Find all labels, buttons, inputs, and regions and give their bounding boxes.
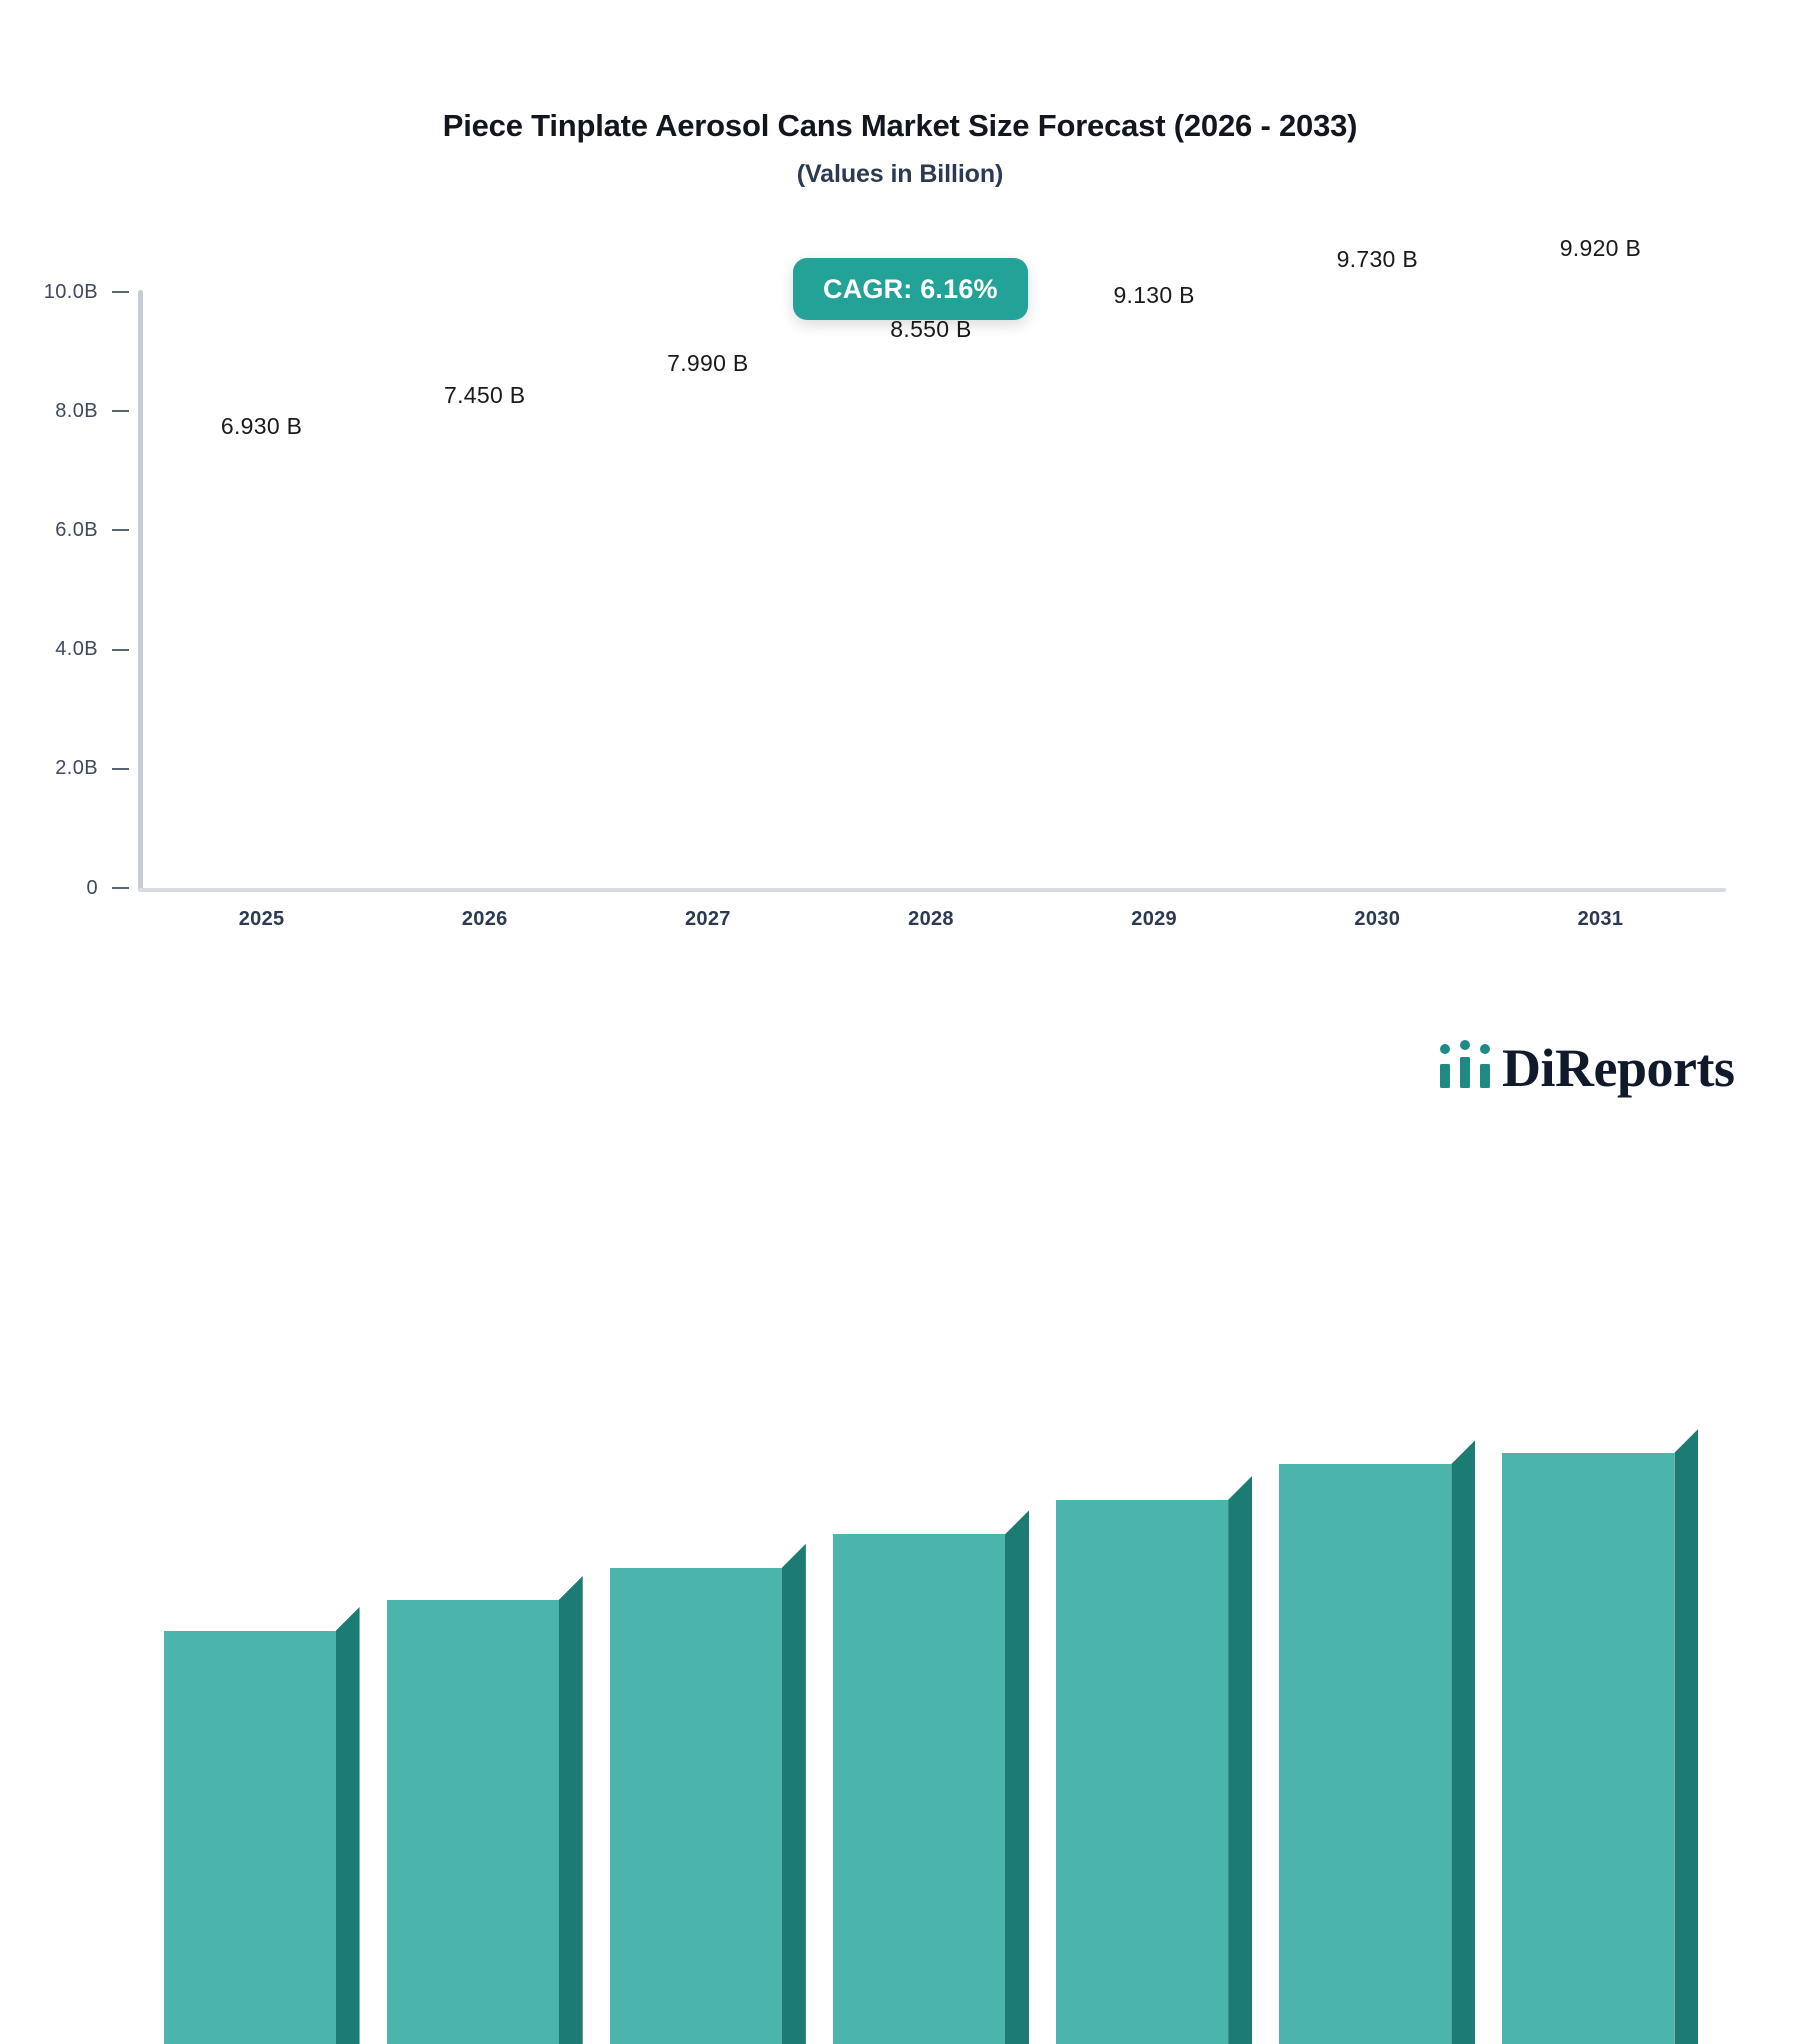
- logo-wordmark: DiReports: [1502, 1037, 1735, 1098]
- bar-value-label: 7.990 B: [667, 349, 749, 376]
- y-axis-tick-mark: [112, 648, 129, 651]
- x-axis-label: 2028: [908, 908, 954, 930]
- bar-front-face: [1502, 1452, 1675, 2044]
- brand-logo: DiReports: [1438, 1037, 1735, 1098]
- bar-value-label: 7.450 B: [444, 381, 526, 408]
- cagr-badge: CAGR: 6.16%: [793, 258, 1028, 320]
- bars-layer: 6.930 B 7.450 B 7.990 B 8.550 B 9.130 B 9.730…: [163, 234, 1699, 2044]
- y-axis-tick-mark: [112, 291, 129, 293]
- y-axis-tick-label: 10.0B: [43, 280, 98, 303]
- y-axis-tick: 10.0B: [0, 280, 138, 303]
- y-axis-tick-mark: [112, 887, 129, 889]
- bar-side-face: [1005, 1510, 1029, 2044]
- y-axis-tick-mark: [112, 410, 129, 413]
- bar-value-label: 9.130 B: [1113, 281, 1195, 308]
- bar-front-face: [1279, 1464, 1452, 2044]
- bar-value-label: 8.550 B: [890, 316, 972, 343]
- x-axis-label: 2031: [1577, 908, 1624, 930]
- bar-front-face: [1056, 1499, 1229, 2044]
- chart-title: Piece Tinplate Aerosol Cans Market Size …: [442, 108, 1358, 143]
- y-axis-tick-label: 6.0B: [55, 518, 98, 541]
- y-axis-tick-label: 2.0B: [55, 757, 98, 780]
- x-axis-spine: [138, 888, 1726, 892]
- y-axis-tick-label: 4.0B: [55, 638, 98, 661]
- bar-side-face: [1674, 1428, 1699, 2044]
- bar-side-face: [781, 1543, 806, 2044]
- title-block: Piece Tinplate Aerosol Cans Market Size …: [0, 108, 1800, 189]
- y-axis-tick-mark: [112, 529, 129, 532]
- plot-area: 10.0B 8.0B 6.0B 4.0B 2.0B 0 6.930 B 7.450 B 7.9…: [0, 234, 1726, 2044]
- bar-value-label: 6.930 B: [220, 412, 303, 439]
- x-axis-label: 2027: [685, 908, 731, 930]
- bar-chart-icon: [1438, 1040, 1494, 1095]
- bar-front-face: [609, 1567, 782, 2044]
- y-axis-tick: 2.0B: [0, 757, 138, 780]
- x-axis-label: 2029: [1131, 908, 1177, 930]
- bar-value-label: 9.920 B: [1559, 234, 1642, 261]
- y-axis-tick-label: 8.0B: [55, 399, 98, 422]
- bar-side-face: [1228, 1475, 1253, 2044]
- bar-value-label: 9.730 B: [1336, 246, 1418, 273]
- bar-front-face: [386, 1599, 559, 2044]
- y-axis-tick: 4.0B: [0, 638, 138, 661]
- y-axis-tick: 0: [0, 876, 138, 899]
- bar-side-face: [1451, 1440, 1476, 2044]
- y-axis-tick-label: 0: [86, 876, 98, 899]
- chart-subtitle: (Values in Billion): [796, 159, 1004, 188]
- x-axis-label: 2025: [238, 908, 285, 930]
- bar-side-face: [558, 1575, 583, 2044]
- y-axis-tick: 8.0B: [0, 399, 138, 422]
- bar-side-face: [335, 1606, 360, 2044]
- bar-front-face: [833, 1534, 1005, 2044]
- x-axis-label: 2030: [1354, 908, 1401, 930]
- y-axis-tick-mark: [112, 767, 129, 770]
- y-axis-spine: [138, 290, 143, 892]
- y-axis-tick: 6.0B: [0, 518, 138, 541]
- bar-front-face: [163, 1630, 336, 2044]
- x-axis-label: 2026: [461, 908, 508, 930]
- chart-page: Piece Tinplate Aerosol Cans Market Size …: [0, 108, 1800, 2044]
